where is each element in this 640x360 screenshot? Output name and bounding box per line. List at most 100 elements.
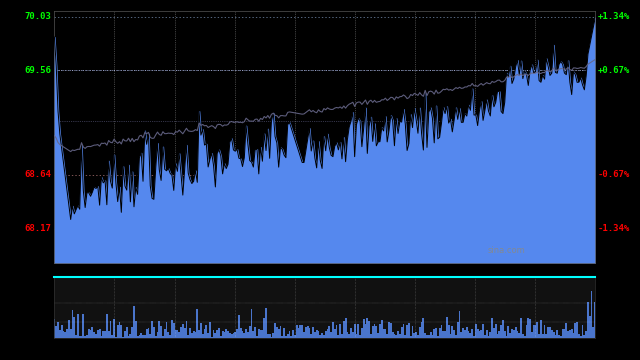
Bar	[473, 336, 475, 338]
Bar	[433, 329, 435, 338]
Bar	[562, 329, 564, 338]
Bar	[323, 335, 324, 338]
Bar	[124, 331, 126, 338]
Bar	[218, 328, 220, 338]
Bar	[394, 334, 396, 338]
Bar	[200, 323, 202, 338]
Bar	[428, 335, 429, 338]
Bar	[464, 330, 466, 338]
Bar	[263, 318, 265, 338]
Bar	[276, 327, 278, 338]
Bar	[462, 328, 464, 338]
Bar	[86, 335, 88, 338]
Bar	[366, 318, 368, 338]
Bar	[437, 336, 439, 338]
Bar	[497, 334, 499, 338]
Bar	[515, 327, 516, 338]
Bar	[251, 309, 252, 338]
Bar	[492, 318, 493, 338]
Bar	[518, 333, 520, 338]
Bar	[576, 322, 578, 338]
Bar	[303, 333, 305, 338]
Bar	[314, 332, 316, 338]
Bar	[542, 334, 543, 338]
Bar	[328, 327, 330, 338]
Bar	[332, 322, 334, 338]
Bar	[334, 329, 335, 338]
Bar	[95, 334, 97, 338]
Bar	[399, 334, 401, 338]
Bar	[166, 322, 168, 338]
Bar	[151, 320, 153, 338]
Bar	[168, 332, 169, 338]
Bar	[236, 329, 238, 338]
Bar	[343, 321, 345, 338]
Bar	[108, 331, 109, 338]
Bar	[558, 335, 560, 338]
Bar	[564, 329, 565, 338]
Bar	[500, 325, 502, 338]
Bar	[92, 327, 93, 338]
Bar	[196, 309, 198, 338]
Bar	[346, 332, 348, 338]
Bar	[556, 330, 558, 338]
Bar	[179, 333, 180, 338]
Bar	[142, 336, 144, 338]
Bar	[379, 324, 381, 338]
Bar	[490, 332, 492, 338]
Bar	[357, 324, 359, 338]
Bar	[211, 337, 212, 338]
Bar	[520, 318, 522, 338]
Bar	[162, 336, 164, 338]
Bar	[104, 331, 106, 338]
Bar	[68, 320, 70, 338]
Bar	[551, 330, 553, 338]
Bar	[499, 331, 500, 338]
Bar	[238, 315, 240, 338]
Bar	[144, 335, 146, 338]
Bar	[345, 318, 346, 338]
Bar	[160, 326, 162, 338]
Bar	[412, 327, 413, 338]
Bar	[220, 336, 221, 338]
Bar	[291, 336, 292, 338]
Bar	[99, 329, 100, 338]
Bar	[448, 325, 450, 338]
Bar	[202, 334, 204, 338]
Bar	[354, 324, 356, 338]
Bar	[126, 327, 127, 338]
Bar	[403, 324, 404, 338]
Bar	[348, 334, 350, 338]
Bar	[397, 332, 399, 338]
Bar	[169, 335, 171, 338]
Bar	[317, 331, 319, 338]
Bar	[93, 332, 95, 338]
Bar	[198, 330, 200, 338]
Bar	[83, 314, 84, 338]
Bar	[554, 336, 556, 338]
Text: 68.17: 68.17	[25, 224, 52, 233]
Bar	[466, 327, 468, 338]
Bar	[591, 291, 593, 338]
Bar	[292, 330, 294, 338]
Bar	[431, 335, 433, 338]
Bar	[341, 334, 343, 338]
Bar	[287, 334, 289, 338]
Bar	[324, 330, 326, 338]
Bar	[118, 322, 120, 338]
Bar	[444, 331, 446, 338]
Bar	[140, 333, 142, 338]
Bar	[173, 323, 175, 338]
Bar	[158, 321, 160, 338]
Bar	[525, 325, 527, 338]
Bar	[262, 330, 263, 338]
Bar	[177, 330, 179, 338]
Bar	[435, 328, 437, 338]
Bar	[567, 331, 569, 338]
Bar	[468, 330, 470, 338]
Bar	[133, 306, 135, 338]
Bar	[587, 302, 589, 338]
Bar	[310, 334, 312, 338]
Bar	[184, 328, 186, 338]
Bar	[565, 323, 567, 338]
